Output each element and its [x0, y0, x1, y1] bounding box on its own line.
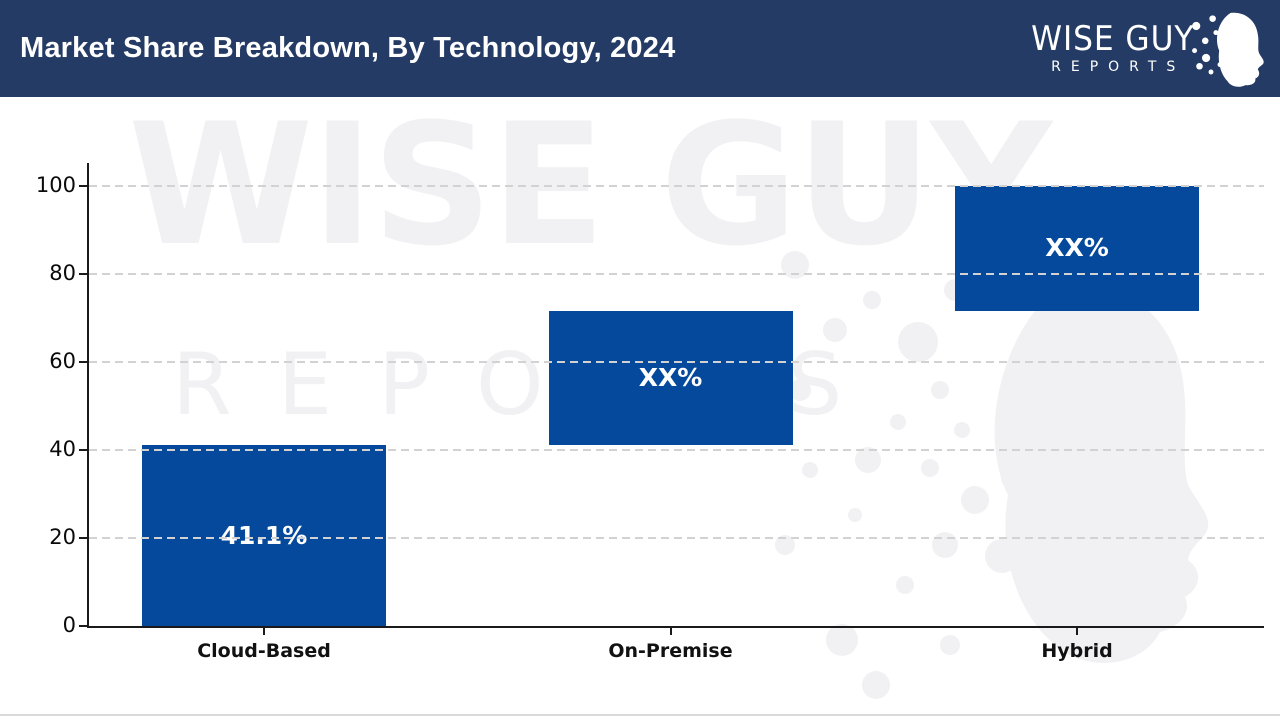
x-tick-mark: [669, 628, 672, 635]
bar-cloud-based: [142, 445, 386, 626]
gridline-y-40: [89, 449, 1264, 451]
bar-hybrid: [955, 186, 1199, 311]
x-axis-line: [87, 626, 1264, 628]
y-tick-mark: [79, 185, 87, 187]
y-tick-label: 0: [62, 613, 76, 637]
bottom-divider-line: [0, 714, 1280, 716]
chart-title: Market Share Breakdown, By Technology, 2…: [20, 32, 676, 64]
gridline-y-80: [89, 273, 1264, 275]
bar-on-premise: [548, 310, 793, 446]
y-tick-label: 100: [35, 173, 76, 197]
bar-value-label: XX%: [638, 362, 703, 392]
y-axis-line: [87, 163, 89, 628]
y-tick-mark: [79, 537, 87, 539]
x-category-label-1: Cloud-Based: [197, 640, 331, 662]
wiseguy-logo-face-icon: [1192, 12, 1264, 87]
bar-value-label: XX%: [1045, 233, 1109, 263]
wiseguy-face-watermark-icon: [775, 246, 1209, 699]
logo-wordmark: WISE GUY: [1031, 18, 1195, 59]
gridline-y-60: [89, 361, 1264, 363]
logo-text-block: WISE GUY REPORTS: [1024, 18, 1202, 76]
y-tick-mark: [79, 449, 87, 451]
y-tick-label: 80: [49, 261, 76, 285]
wiseguy-reports-logo: WISE GUY REPORTS: [1024, 0, 1266, 97]
gridline-y-20: [89, 537, 1264, 539]
logo-subtext: REPORTS: [1051, 59, 1186, 76]
y-tick-mark: [79, 273, 87, 275]
bar-value-label: 41.1%: [220, 520, 308, 550]
x-tick-mark: [263, 628, 265, 635]
x-category-label-2: On-Premise: [608, 640, 733, 662]
y-tick-mark: [79, 625, 87, 627]
gridline-y-100: [89, 185, 1264, 187]
y-tick-label: 40: [49, 437, 76, 461]
y-tick-label: 60: [49, 349, 76, 373]
y-tick-label: 20: [49, 525, 76, 549]
header-banner: Market Share Breakdown, By Technology, 2…: [0, 0, 1280, 97]
x-tick-mark: [1076, 628, 1078, 635]
x-category-label-3: Hybrid: [1041, 640, 1113, 662]
y-tick-mark: [79, 361, 87, 363]
